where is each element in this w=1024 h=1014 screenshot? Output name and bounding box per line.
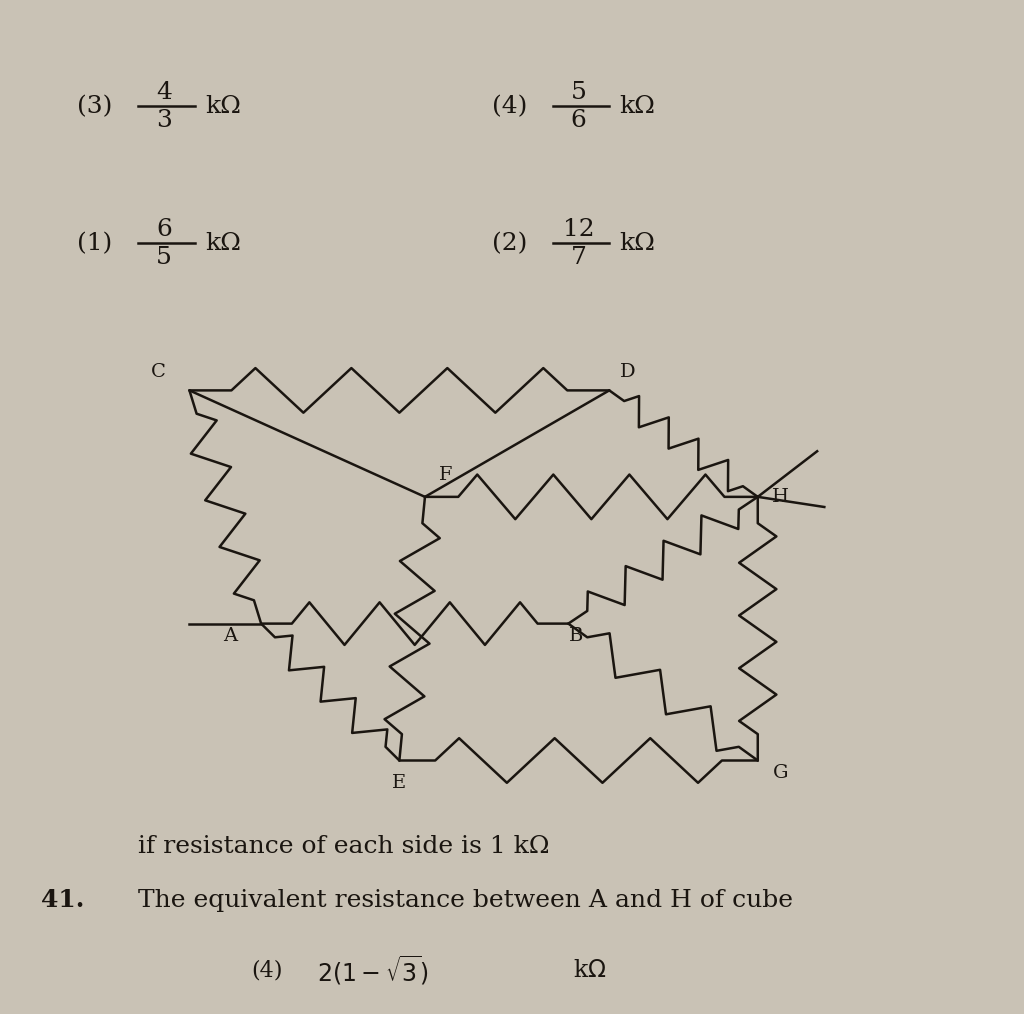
Text: 7: 7	[570, 245, 587, 269]
Text: G: G	[772, 764, 788, 782]
Text: D: D	[620, 363, 636, 381]
Text: E: E	[392, 774, 407, 792]
Text: 5: 5	[570, 81, 587, 104]
Text: (3): (3)	[77, 95, 113, 118]
Text: (4): (4)	[492, 95, 527, 118]
Text: A: A	[223, 627, 238, 645]
Text: $2(1-\sqrt{3})$: $2(1-\sqrt{3})$	[317, 954, 429, 987]
Text: C: C	[152, 363, 166, 381]
Text: B: B	[569, 627, 584, 645]
Text: The equivalent resistance between A and H of cube: The equivalent resistance between A and …	[138, 889, 794, 912]
Text: 12: 12	[563, 218, 594, 241]
Text: (4): (4)	[251, 959, 283, 982]
Text: H: H	[772, 488, 788, 506]
Text: kΩ: kΩ	[620, 232, 655, 255]
Text: 6: 6	[570, 108, 587, 132]
Text: 3: 3	[156, 108, 172, 132]
Text: 41.: 41.	[41, 888, 84, 913]
Text: 5: 5	[156, 245, 172, 269]
Text: 4: 4	[156, 81, 172, 104]
Text: (1): (1)	[77, 232, 112, 255]
Text: (2): (2)	[492, 232, 527, 255]
Text: if resistance of each side is 1 kΩ: if resistance of each side is 1 kΩ	[138, 836, 550, 858]
Text: kΩ: kΩ	[205, 232, 241, 255]
Text: kΩ: kΩ	[620, 95, 655, 118]
Text: kΩ: kΩ	[205, 95, 241, 118]
Text: F: F	[438, 465, 453, 484]
Text: k$\Omega$: k$\Omega$	[573, 959, 607, 982]
Text: 6: 6	[156, 218, 172, 241]
